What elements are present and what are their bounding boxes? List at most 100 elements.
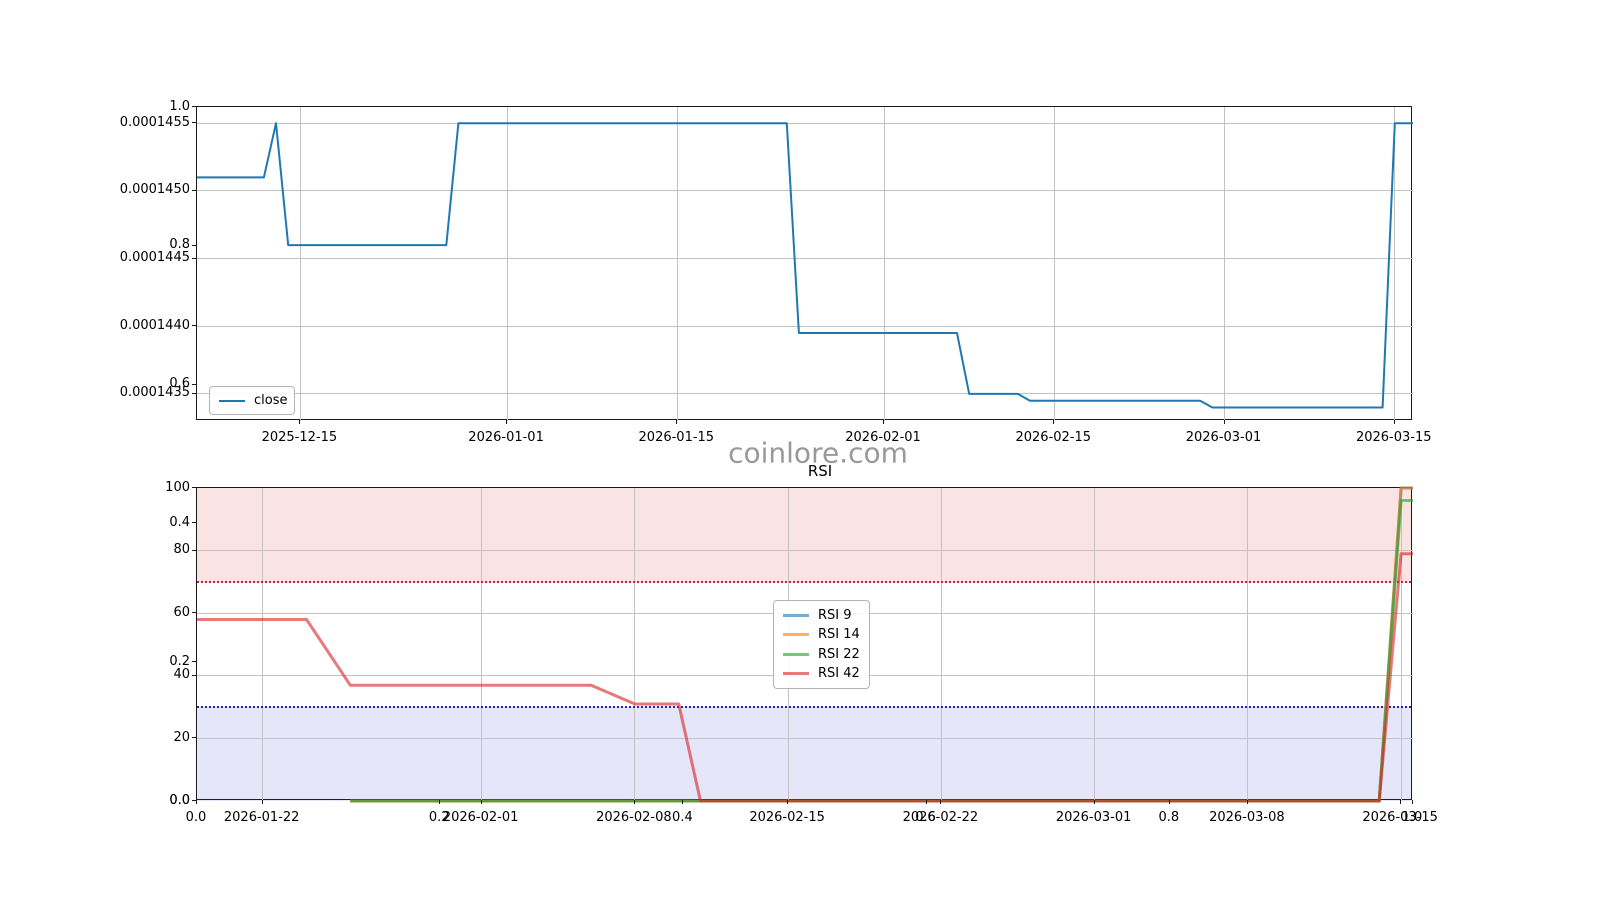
gridline [676, 107, 678, 421]
series-line-rsi-42 [197, 552, 1413, 803]
legend-item: RSI 9 [783, 606, 860, 625]
gridline [197, 550, 1413, 552]
y-tick-label: 0.0 [169, 792, 190, 808]
tick-mark [883, 420, 885, 424]
legend-label: RSI 22 [818, 646, 860, 662]
gridline [883, 107, 885, 421]
y-tick-label: 0.0001455 [119, 114, 190, 130]
tick-mark [1223, 420, 1225, 424]
legend-label: close [254, 393, 288, 408]
overlay-x-label: 0.4 [672, 810, 693, 825]
tick-mark [1412, 800, 1413, 804]
threshold-line [197, 706, 1411, 709]
legend-line-swatch [783, 671, 809, 675]
tick-mark [676, 420, 678, 424]
legend-line-swatch [783, 614, 809, 618]
legend-item: RSI 22 [783, 645, 860, 664]
x-tick-label: 2026-03-08 [1209, 810, 1285, 825]
legend-line-swatch [783, 633, 809, 637]
tick-mark [192, 244, 196, 246]
gridline [1094, 488, 1096, 801]
rsi-chart-title: RSI [807, 462, 833, 480]
y-tick-label: 20 [173, 729, 190, 745]
y-tick-label: 0.0001450 [119, 182, 190, 198]
legend-label: RSI 14 [818, 627, 860, 643]
gridline [940, 488, 942, 801]
tick-mark [192, 549, 196, 551]
tick-mark [192, 383, 196, 385]
overlay-x-label: 1.0 [1401, 810, 1423, 825]
x-tick-label: 2026-03-01 [1055, 810, 1132, 825]
overlay-y-label: 1.0 [169, 98, 190, 114]
tick-mark [192, 257, 196, 259]
tick-mark [192, 106, 196, 107]
overlay-y-label: 0.2 [169, 653, 190, 669]
y-tick-label: 0.0001440 [119, 317, 190, 333]
tick-mark [192, 661, 196, 663]
tick-mark [1400, 800, 1402, 804]
overlay-y-label: 0.8 [169, 237, 190, 253]
price-chart-plot [196, 106, 1413, 421]
y-tick-label: 60 [173, 604, 190, 620]
tick-mark [192, 612, 196, 614]
series-line-rsi-14 [350, 486, 1413, 803]
x-tick-label: 2026-01-01 [468, 430, 544, 445]
gridline [262, 488, 264, 801]
tick-mark [192, 737, 196, 739]
y-tick-label: 0.0001445 [119, 250, 190, 266]
tick-mark [1246, 800, 1248, 804]
gridline [506, 107, 508, 421]
gridline [481, 488, 483, 801]
overlay-x-label: 0.2 [428, 810, 450, 825]
tick-mark [1168, 800, 1170, 804]
gridline [1247, 488, 1249, 801]
gridline [197, 737, 1413, 739]
y-tick-label: 40 [173, 667, 190, 683]
threshold-line [197, 580, 1411, 583]
gridline [1224, 107, 1226, 421]
tick-mark [192, 325, 196, 327]
gridline [197, 122, 1413, 124]
legend-item: close [219, 392, 288, 409]
threshold-band [197, 707, 1411, 801]
legend-item: RSI 42 [783, 664, 860, 683]
x-tick-label: 2026-03-15 [1362, 810, 1438, 825]
tick-mark [480, 800, 482, 804]
tick-mark [506, 420, 508, 424]
tick-mark [925, 800, 927, 804]
series-line-close [197, 122, 1413, 409]
x-tick-label: 2026-02-08 [596, 810, 672, 825]
tick-mark [196, 800, 197, 804]
overlay-x-label: 0.6 [915, 810, 936, 825]
tick-mark [633, 800, 635, 804]
x-tick-label: 2026-03-01 [1185, 430, 1262, 445]
legend-label: RSI 9 [818, 608, 852, 624]
tick-mark [439, 800, 441, 804]
gridline [197, 393, 1413, 395]
x-tick-label: 2025-12-15 [261, 430, 338, 445]
y-tick-label: 80 [173, 542, 190, 558]
overlay-x-label: 0.8 [1158, 810, 1180, 825]
x-tick-label: 2026-02-01 [845, 430, 921, 445]
tick-mark [192, 522, 196, 524]
tick-mark [1393, 420, 1395, 424]
tick-mark [192, 392, 196, 394]
gridline [197, 325, 1413, 327]
legend-label: RSI 42 [818, 665, 860, 681]
gridline [299, 107, 301, 421]
x-tick-label: 2026-02-15 [749, 810, 825, 825]
series-line-rsi-9 [350, 486, 1413, 803]
tick-mark [192, 800, 196, 801]
tick-mark [192, 674, 196, 676]
tick-mark [787, 800, 789, 804]
gridline [1053, 107, 1055, 421]
x-tick-label: 2026-02-01 [442, 810, 519, 825]
overlay-y-label: 0.6 [169, 376, 190, 392]
legend-item: RSI 14 [783, 625, 860, 644]
x-tick-label: 2026-01-22 [223, 810, 300, 825]
tick-mark [1053, 420, 1055, 424]
y-tick-label: 0.0001435 [119, 385, 190, 401]
gridline [634, 488, 636, 801]
watermark: coinlore.com [728, 436, 908, 470]
